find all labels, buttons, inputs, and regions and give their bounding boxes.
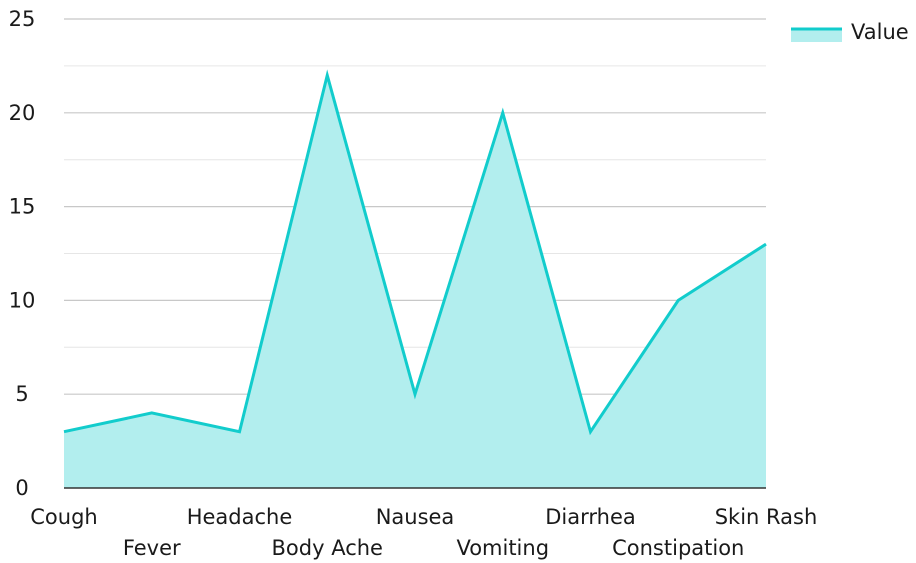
x-tick-label: Constipation <box>612 536 744 560</box>
x-tick-label: Nausea <box>376 505 455 529</box>
x-tick-label: Body Ache <box>272 536 383 560</box>
y-tick-label: 25 <box>9 7 36 31</box>
x-tick-label: Diarrhea <box>545 505 636 529</box>
y-tick-label: 15 <box>9 195 36 219</box>
x-tick-label: Cough <box>30 505 97 529</box>
series-value-area <box>64 75 766 488</box>
y-tick-label: 20 <box>9 101 36 125</box>
legend: Value <box>791 20 909 44</box>
y-axis-ticks: 0 5 10 15 20 25 <box>9 7 36 500</box>
x-tick-label: Headache <box>187 505 293 529</box>
y-tick-label: 10 <box>9 288 36 312</box>
y-tick-label: 5 <box>15 382 28 406</box>
legend-label: Value <box>851 20 909 44</box>
x-tick-label: Fever <box>123 536 181 560</box>
x-tick-label: Vomiting <box>456 536 549 560</box>
y-tick-label: 0 <box>15 476 28 500</box>
x-tick-label: Skin Rash <box>715 505 818 529</box>
